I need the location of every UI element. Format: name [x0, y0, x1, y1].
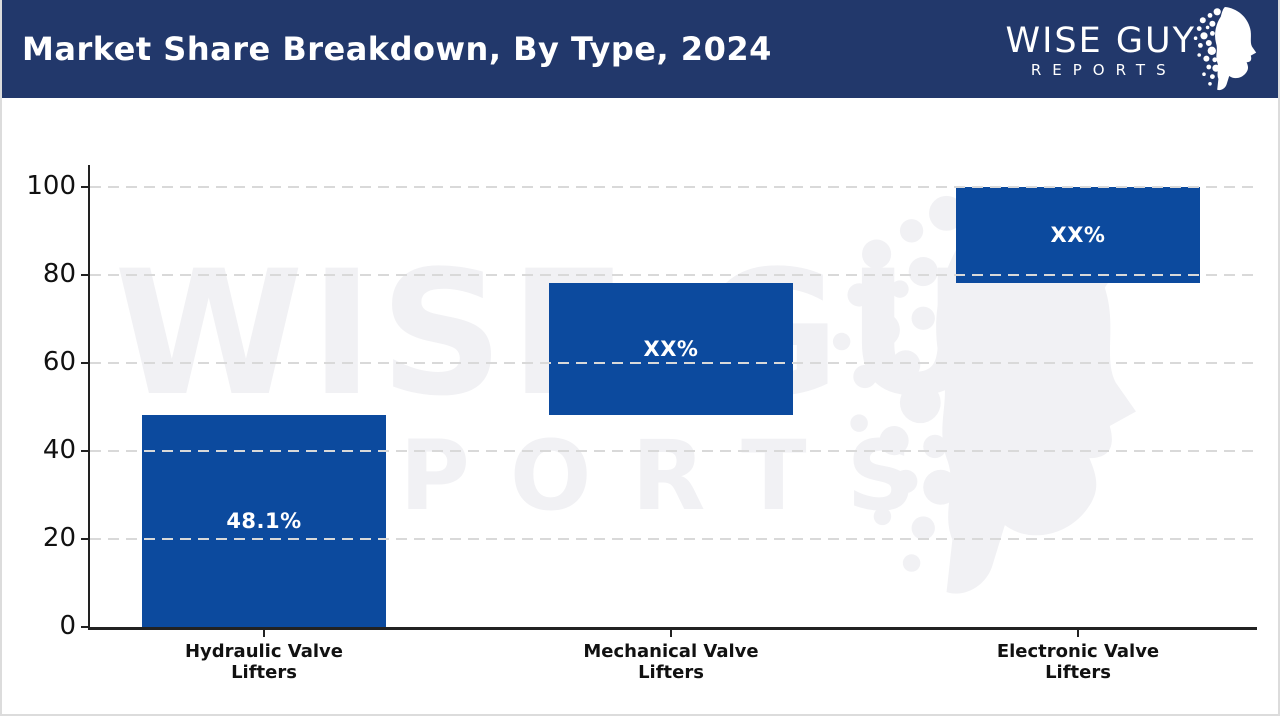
chart-title: Market Share Breakdown, By Type, 2024 — [22, 30, 772, 68]
wise-guy-reports-logo: WISE GUY REPORTS — [1005, 0, 1264, 98]
bar-value-label-3: XX% — [1050, 223, 1106, 248]
logo-face-icon — [1192, 7, 1264, 91]
y-tick-label-80: 80 — [42, 258, 76, 289]
x-tick-mark-1 — [263, 629, 265, 637]
x-category-label-line: Electronic Valve — [996, 641, 1160, 662]
x-category-label-3: Electronic Valve Lifters — [938, 641, 1218, 683]
x-category-label-2: Mechanical Valve Lifters — [531, 641, 811, 683]
y-tick-mark-40 — [81, 450, 90, 452]
x-tick-mark-3 — [1077, 629, 1079, 637]
header-bar: Market Share Breakdown, By Type, 2024 WI… — [2, 0, 1278, 98]
y-gridline-60 — [90, 362, 1257, 364]
y-gridline-100 — [90, 186, 1257, 188]
x-category-label-line: Hydraulic Valve — [184, 641, 343, 662]
x-category-label-1: Hydraulic Valve Lifters — [124, 641, 404, 683]
bar-value-label-2: XX% — [643, 337, 699, 362]
y-gridline-20 — [90, 538, 1257, 540]
y-tick-mark-20 — [81, 538, 90, 540]
bar-value-label-1: 48.1% — [226, 509, 302, 534]
y-tick-label-0: 0 — [59, 610, 76, 641]
y-tick-label-100: 100 — [26, 170, 76, 201]
y-tick-label-20: 20 — [42, 522, 76, 553]
x-category-label-line: Lifters — [1045, 662, 1111, 683]
y-axis-spine — [88, 165, 90, 630]
x-tick-mark-2 — [670, 629, 672, 637]
y-tick-mark-100 — [81, 186, 90, 188]
y-gridline-40 — [90, 450, 1257, 452]
x-axis-spine — [88, 627, 1257, 630]
y-tick-mark-0 — [81, 626, 90, 628]
x-category-label-line: Lifters — [638, 662, 704, 683]
y-tick-label-60: 60 — [42, 346, 76, 377]
y-tick-label-40: 40 — [42, 434, 76, 465]
bar-1: 48.1% — [142, 415, 386, 627]
y-gridline-80 — [90, 274, 1257, 276]
x-category-label-line: Mechanical Valve — [583, 641, 759, 662]
y-tick-mark-80 — [81, 274, 90, 276]
x-category-label-line: Lifters — [231, 662, 297, 683]
bar-2: XX% — [549, 283, 793, 416]
bar-3: XX% — [956, 187, 1200, 284]
y-tick-mark-60 — [81, 362, 90, 364]
logo-wordmark: WISE GUY — [1005, 21, 1196, 61]
logo-sub-wordmark: REPORTS — [1030, 61, 1177, 79]
